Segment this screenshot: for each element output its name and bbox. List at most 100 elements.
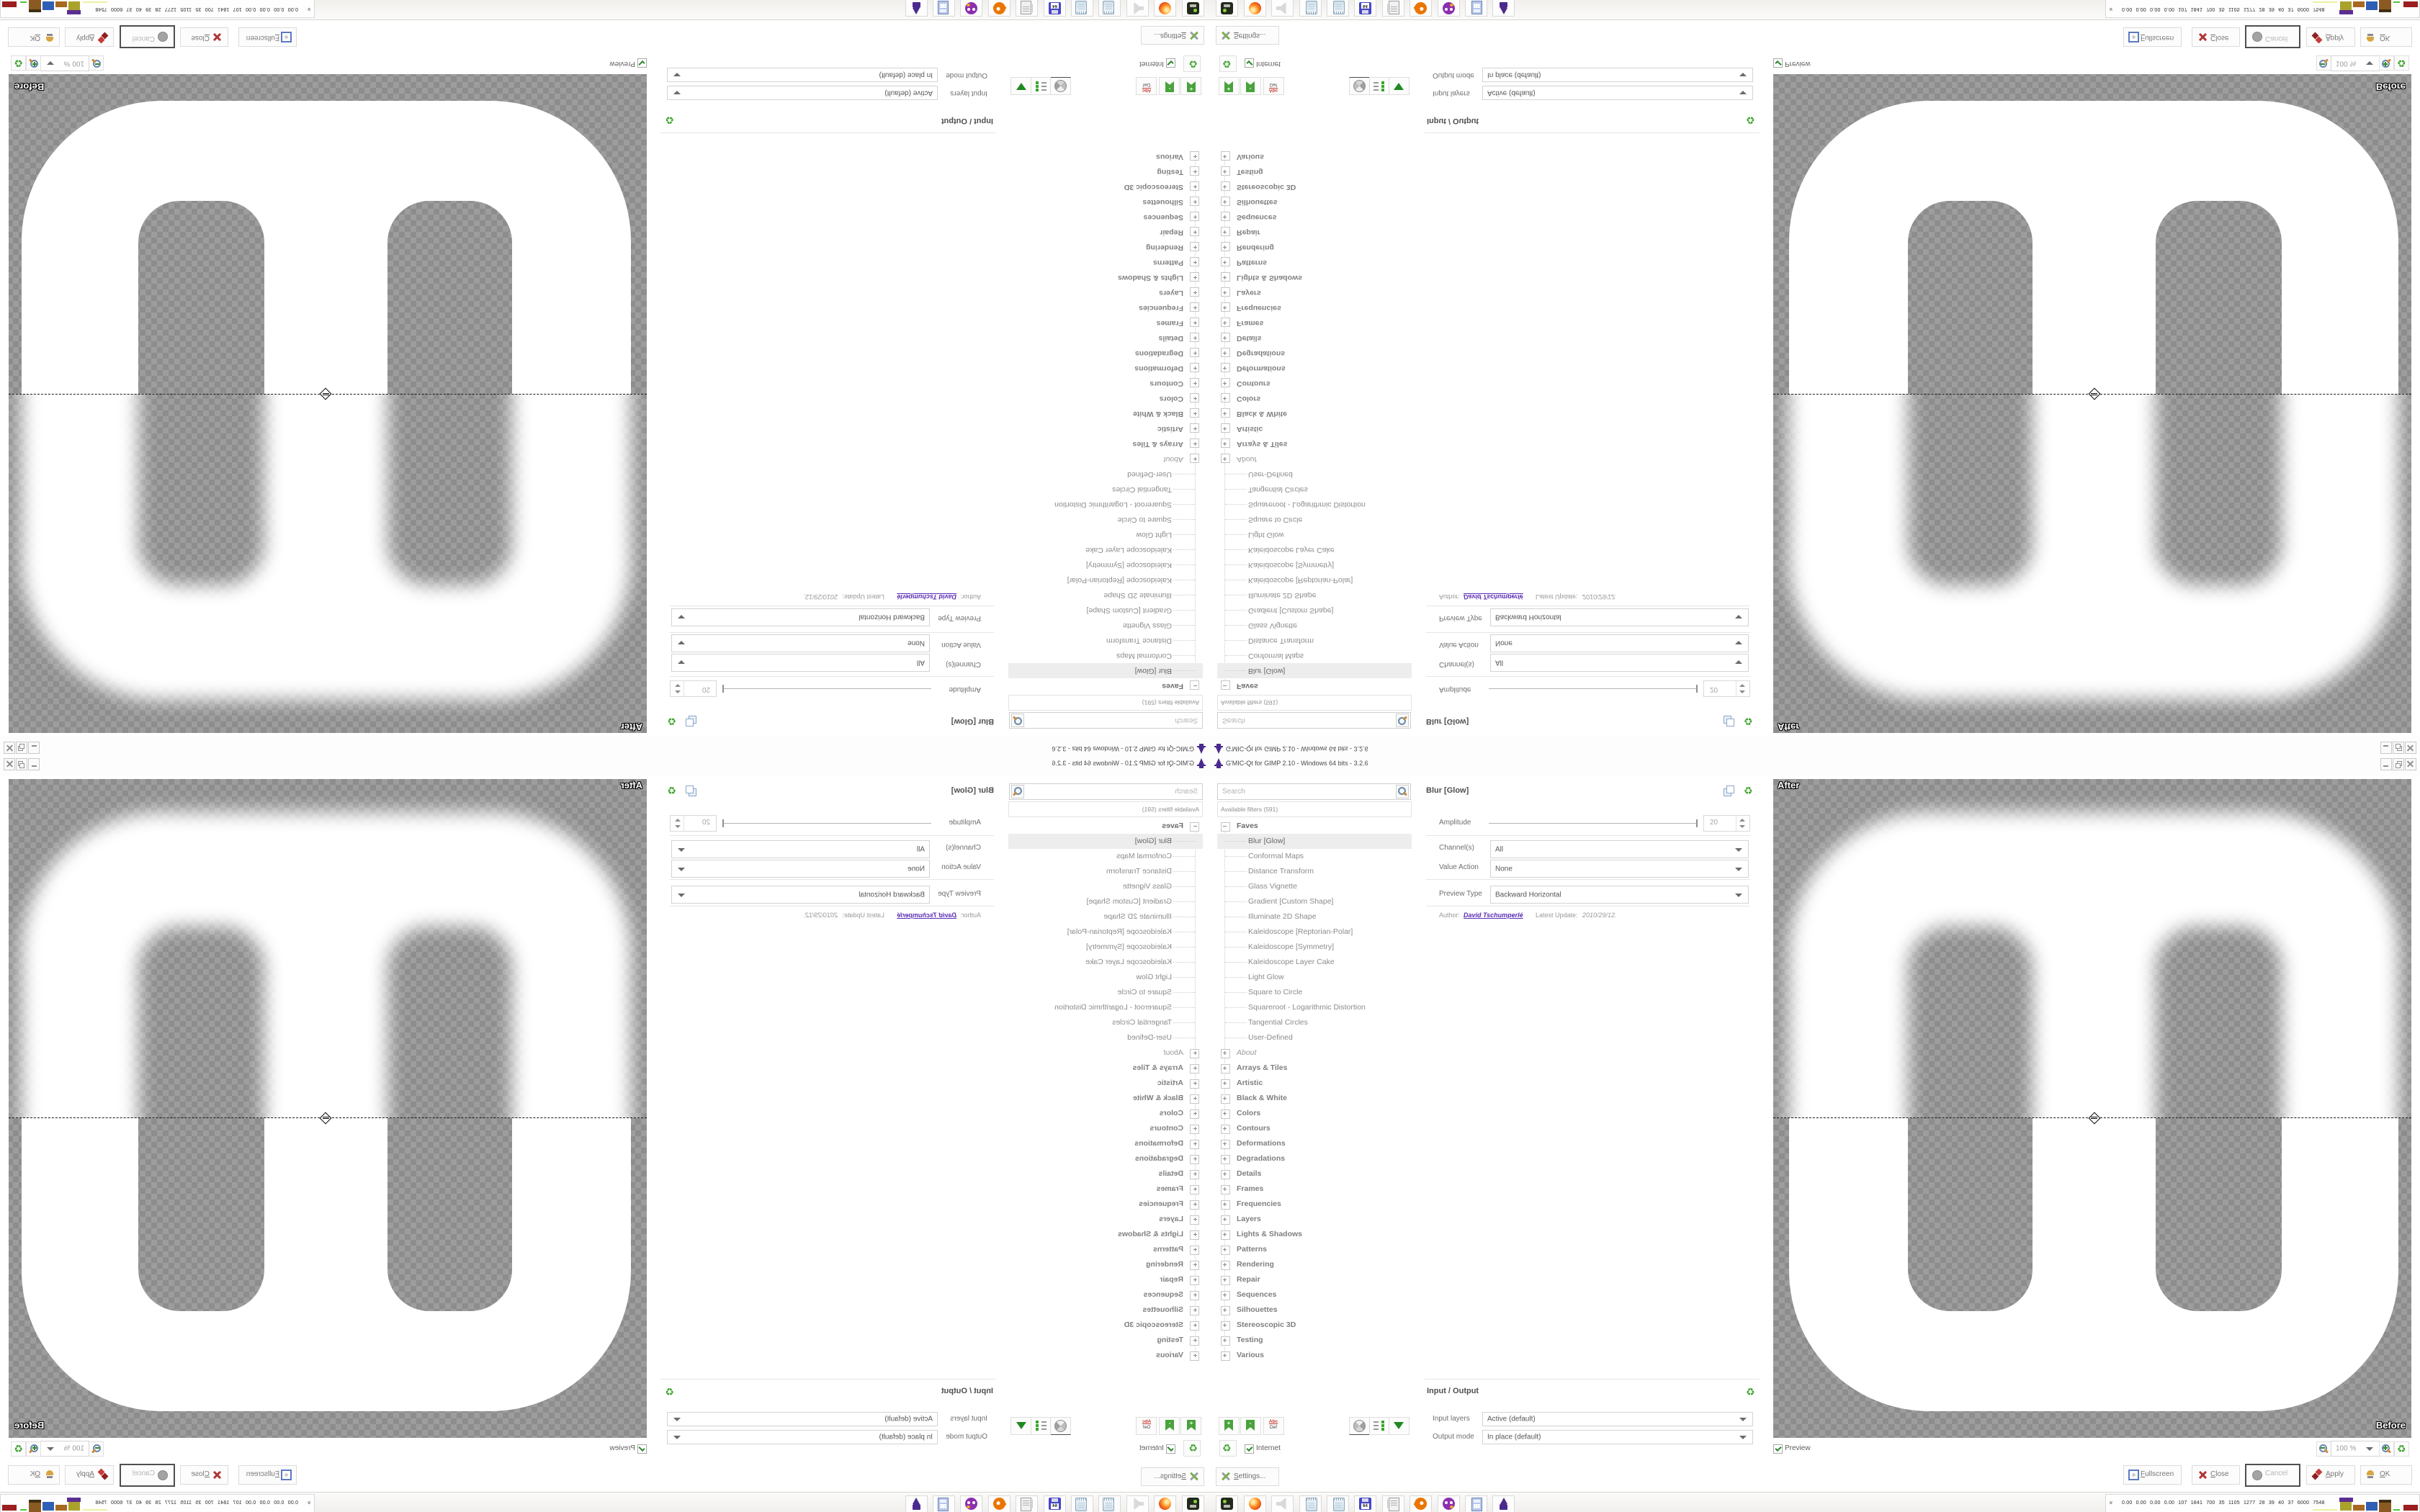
filter-tree-row[interactable]: About [1217,451,1412,467]
taskbar-notepad2-button[interactable] [1327,0,1349,17]
output-mode-select[interactable]: In place (default) [667,1430,938,1444]
taskbar-muted-app-button[interactable] [1126,0,1149,17]
filter-tree-row[interactable]: Artistic [1217,1076,1412,1091]
author-link[interactable]: David Tschumperlé [897,593,956,600]
zoom-out-button[interactable] [2316,55,2331,71]
io-reset-icon[interactable]: ♻ [1746,114,1755,126]
amplitude-slider-handle[interactable] [722,819,724,827]
close-window-button[interactable] [4,742,15,754]
filter-tree-row[interactable]: Light Glow [1217,970,1412,985]
expand-icon[interactable] [1190,1276,1199,1285]
preview-split-handle[interactable] [319,387,332,400]
expand-icon[interactable] [1190,1321,1199,1331]
filter-tree-row[interactable]: Various [1217,1348,1412,1363]
close-button[interactable]: Close [180,1465,228,1485]
tray-expand-icon[interactable]: » [305,1500,313,1505]
collapse-icon[interactable] [1190,680,1199,690]
taskbar-firefox-button[interactable] [1244,1495,1266,1512]
filter-tree-row[interactable]: Artistic [1217,421,1412,436]
taskbar-scroll-button[interactable] [1382,0,1404,17]
filter-tree-row[interactable]: Black & White [1008,406,1203,421]
filter-tree-row[interactable]: Frequencies [1217,300,1412,315]
taskbar-gimp-console-button[interactable] [1216,0,1238,17]
filter-tree-row[interactable]: Frequencies [1008,1197,1203,1212]
filter-tree-row[interactable]: Frames [1008,315,1203,330]
filter-tree-row[interactable]: Faves [1217,819,1412,834]
taskbar-firefox-button[interactable] [1244,0,1266,17]
reset-parameters-icon[interactable]: ♻ [667,785,676,796]
internet-checkbox[interactable] [1166,58,1175,68]
amplitude-slider[interactable] [1489,823,1698,824]
expand-icon[interactable] [1190,1291,1199,1300]
filter-tree-row[interactable]: Degradations [1217,1151,1412,1166]
filter-tree-row[interactable]: Illuminate 2D Shape [1217,909,1412,924]
expand-icon[interactable] [1221,333,1230,342]
expand-icon[interactable] [1190,166,1199,176]
amplitude-spinbox[interactable]: 20 [670,680,717,697]
update-filters-button[interactable]: ♻ [1219,1440,1237,1457]
filter-tree-row[interactable]: User-Defined [1008,1030,1203,1045]
close-window-button[interactable] [4,758,15,770]
author-link[interactable]: David Tschumperlé [1464,593,1523,600]
expand-icon[interactable] [1221,378,1230,387]
filter-tree-row[interactable]: Frames [1217,315,1412,330]
taskbar-floppy64-button[interactable]: 64 [1044,1495,1066,1512]
filter-tree[interactable]: Faves Blur [Glow] Conformal Maps Distance T… [1008,819,1203,1364]
filter-tree-row[interactable]: Kaleidoscope [Reptorian-Polar] [1008,924,1203,940]
expand-icon[interactable] [1221,1215,1230,1225]
filter-tree-row[interactable]: Blur [Glow] [1217,663,1412,678]
expand-icon[interactable] [1190,454,1199,463]
close-window-button[interactable] [2405,758,2416,770]
search-input[interactable] [1031,714,1199,727]
minimize-button[interactable] [28,742,40,754]
search-button[interactable] [1011,785,1024,798]
amplitude-slider[interactable] [722,688,931,689]
expand-icon[interactable] [1221,181,1230,191]
rename-fave-button[interactable]: Abc Def [1136,77,1157,95]
filter-tree-row[interactable]: Black & White [1217,406,1412,421]
filter-tree-row[interactable]: Deformations [1008,361,1203,376]
expand-icon[interactable] [1190,197,1199,206]
expand-icon[interactable] [1221,1230,1230,1240]
expand-icon[interactable] [1190,1064,1199,1074]
copy-parameters-icon[interactable] [1723,716,1734,726]
expand-icon[interactable] [1221,1079,1230,1089]
settings-button[interactable]: Settings... [1216,26,1279,45]
taskbar-calculator-button[interactable] [933,1495,955,1512]
filter-tree-row[interactable]: Details [1008,330,1203,346]
filter-tree-row[interactable]: Frequencies [1008,300,1203,315]
filter-tree-row[interactable]: Kaleidoscope [Symmetry] [1217,557,1412,572]
expand-icon[interactable] [1190,181,1199,191]
filter-tree-row[interactable]: Various [1008,149,1203,164]
taskbar-gimp-console-button[interactable] [1216,1495,1238,1512]
preview-checkbox[interactable] [637,58,647,68]
expand-icon[interactable] [1190,257,1199,266]
add-fave-button[interactable]: + [1219,1417,1240,1435]
preview-checkbox[interactable] [1773,1444,1783,1454]
filter-tree-row[interactable]: Layers [1217,285,1412,300]
update-filters-button[interactable]: ♻ [1183,1440,1201,1457]
filter-tree-row[interactable]: Squareroot - Logarithmic Distortion [1008,497,1203,512]
add-fave-button[interactable]: + [1180,77,1201,95]
filter-tree-row[interactable]: Tangential Circles [1008,482,1203,497]
collapse-icon[interactable] [1190,822,1199,832]
taskbar-gmic-button[interactable] [1492,1495,1515,1512]
expand-icon[interactable] [1221,1336,1230,1346]
filter-tree-row[interactable]: Lights & Shadows [1217,1227,1412,1242]
spin-down-icon[interactable] [1739,825,1745,828]
zoom-level-select[interactable]: 100 % [40,55,89,71]
amplitude-slider[interactable] [1489,688,1698,689]
expand-icon[interactable] [1221,408,1230,418]
channels-select[interactable]: All [1490,654,1749,672]
copy-parameters-icon[interactable] [686,716,697,726]
add-fave-button[interactable]: + [1180,1417,1201,1435]
output-mode-select[interactable]: In place (default) [1482,1430,1753,1444]
reset-parameters-icon[interactable]: ♻ [1744,716,1753,727]
filter-tree-row[interactable]: Sequences [1217,210,1412,225]
taskbar-notepad-button[interactable] [1299,0,1322,17]
filter-tree-row[interactable]: Blur [Glow] [1008,663,1203,678]
filter-tree-row[interactable]: Kaleidoscope [Symmetry] [1008,557,1203,572]
expand-icon[interactable] [1221,151,1230,161]
expand-icon[interactable] [1221,1321,1230,1331]
filter-tree-row[interactable]: Rendering [1008,240,1203,255]
